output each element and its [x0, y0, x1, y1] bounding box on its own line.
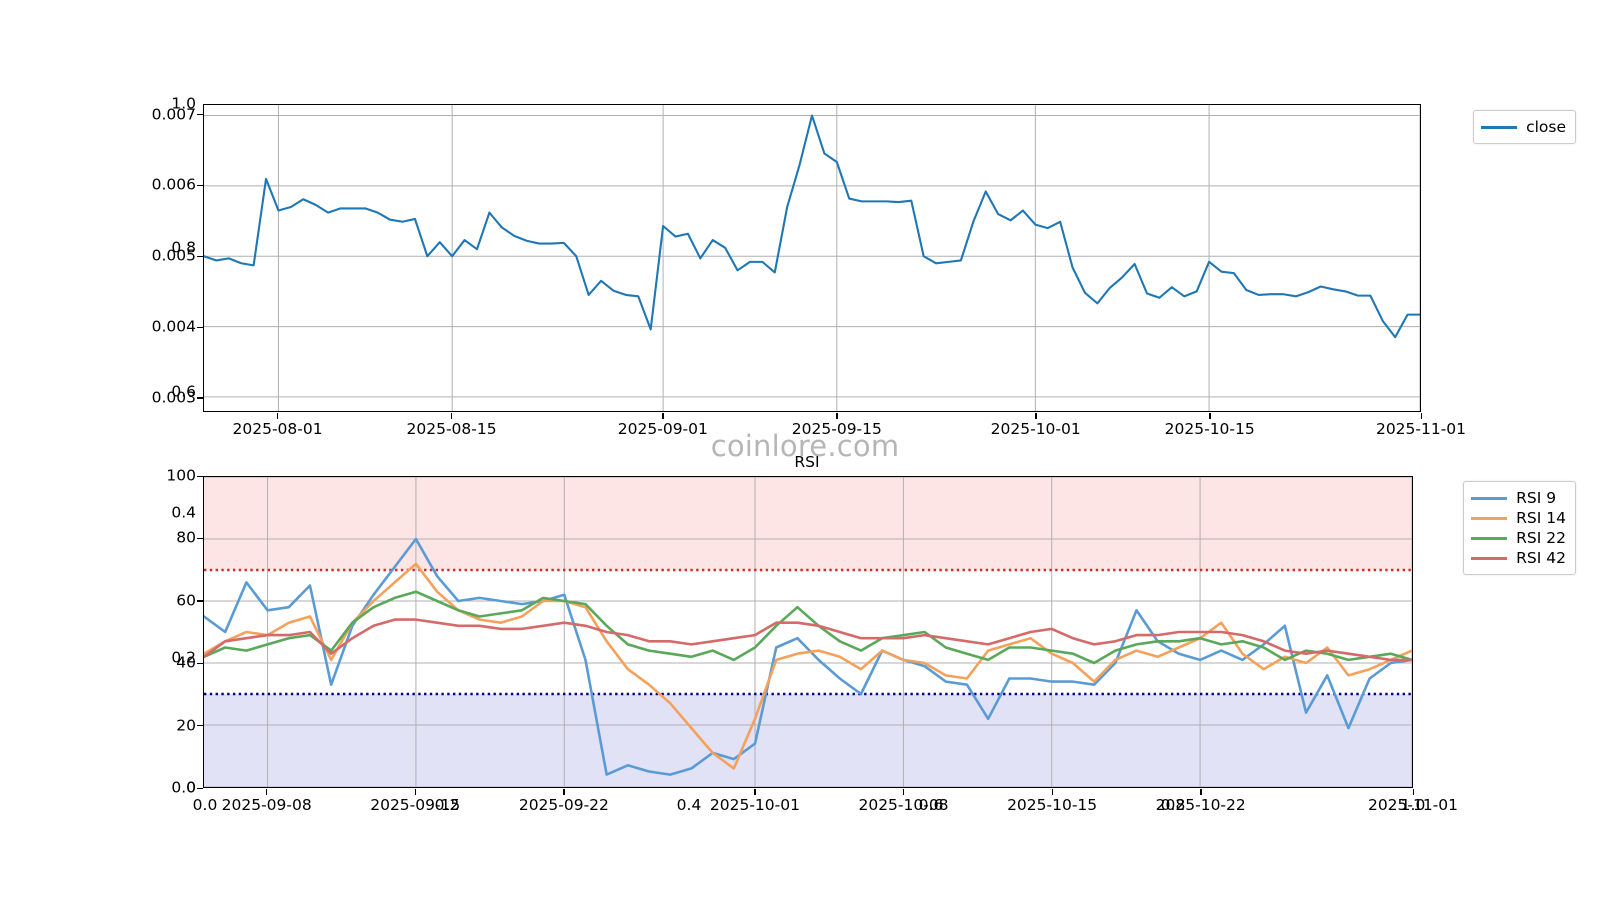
price-y-tick-label: 0.007	[151, 104, 196, 123]
legend-line-swatch-icon	[1471, 496, 1508, 500]
rsi-y-tick-mark	[197, 787, 203, 789]
rsi-x-tick-label: 2025-10-22	[1155, 796, 1246, 814]
rsi-x-tick-mark	[1412, 789, 1414, 795]
price-y-tick-label: 0.006	[151, 175, 196, 194]
rsi-y-tick-mark	[197, 537, 203, 540]
rsi-x-tick-mark	[1200, 789, 1202, 795]
legend-label: RSI 22	[1516, 529, 1566, 547]
price-x-tick-mark	[1035, 413, 1037, 419]
price-y-tick-label-secondary: 1.0	[171, 94, 196, 113]
rsi-x-tick-label: 2025-09-15	[370, 796, 461, 814]
rsi-threshold-lines	[204, 568, 1412, 696]
price-y-tick-mark	[197, 326, 203, 328]
rsi-y-tick-mark	[197, 600, 203, 602]
price-y-tick-label: 0.005	[151, 246, 196, 265]
rsi-x-tick-mark	[563, 789, 565, 795]
rsi-x-tick-label: 2025-11-01	[1367, 796, 1459, 814]
rsi-y-tick-label-secondary: 0.2	[171, 648, 196, 667]
rsi-x-tick-label-secondary: 0.2	[434, 796, 460, 814]
legend-line-swatch-icon	[1471, 536, 1508, 540]
price-x-tick-mark	[1209, 413, 1211, 419]
price-y-tick-label-secondary: 0.6	[171, 382, 196, 401]
rsi-y-tick-label: 0	[186, 778, 196, 797]
price-x-tick-label: 2025-10-01	[990, 420, 1081, 438]
legend-line-swatch-icon	[1471, 556, 1508, 560]
rsi-legend[interactable]: RSI 9 RSI 14 RSI 22 RSI 42	[1463, 481, 1576, 575]
price-y-tick-label: 0.004	[151, 317, 196, 336]
rsi-panel-title: RSI	[794, 453, 820, 471]
rsi-x-tick-label: 2025-10-01	[709, 796, 800, 814]
rsi-y-tick-label: 60	[176, 591, 196, 610]
price-gridlines	[204, 105, 1420, 411]
rsi-x-tick-label-secondary: 0.6	[918, 796, 944, 814]
price-x-tick-mark	[1420, 413, 1422, 419]
rsi-x-tick-label-secondary: 0.8	[1160, 796, 1186, 814]
rsi-y-tick-mark	[197, 475, 203, 477]
legend-item[interactable]: close	[1481, 117, 1566, 137]
watermark: coinlore.com	[710, 429, 900, 463]
rsi-x-tick-label-secondary: 0.4	[676, 796, 702, 814]
rsi-x-tick-label: 2025-09-08	[221, 796, 312, 814]
rsi-y-tick-label: 40	[176, 653, 196, 672]
rsi-series-lines	[204, 477, 1412, 787]
price-x-tick-label: 2025-09-01	[617, 420, 708, 438]
rsi-y-tick-mark	[197, 725, 203, 727]
price-y-tick-mark	[197, 397, 203, 399]
rsi-x-tick-label-secondary: 1.0	[1400, 796, 1426, 814]
price-x-tick-label: 2025-08-15	[406, 420, 497, 438]
price-y-tick-mark	[197, 255, 203, 258]
price-y-tick-label-secondary: 0.8	[171, 238, 196, 257]
rsi-x-tick-mark	[903, 789, 905, 795]
legend-line-swatch-icon	[1471, 516, 1508, 520]
legend-label: close	[1526, 118, 1566, 136]
rsi-x-tick-label: 2025-10-15	[1007, 796, 1098, 814]
rsi-y-tick-label: 80	[176, 528, 196, 547]
rsi-y-tick-label: 100	[166, 466, 196, 485]
price-x-tick-label: 2025-11-01	[1375, 420, 1467, 438]
rsi-y-tick-mark	[197, 662, 203, 664]
legend-item[interactable]: RSI 42	[1471, 548, 1566, 568]
rsi-x-tick-mark	[1051, 789, 1053, 795]
legend-item[interactable]: RSI 14	[1471, 508, 1566, 528]
price-series-lines	[204, 105, 1420, 411]
legend-line-swatch-icon	[1481, 125, 1518, 129]
rsi-threshold-bands	[204, 477, 1412, 787]
price-x-tick-mark	[277, 413, 279, 419]
rsi-x-tick-mark	[266, 789, 268, 795]
price-x-tick-mark	[451, 413, 453, 419]
rsi-y-tick-label: 20	[176, 715, 196, 734]
rsi-x-tick-label: 2025-10-08	[858, 796, 949, 814]
rsi-x-tick-label-secondary: 0.0	[192, 796, 218, 814]
legend-label: RSI 42	[1516, 549, 1566, 567]
legend-item[interactable]: RSI 9	[1471, 488, 1566, 508]
price-y-tick-mark	[197, 114, 203, 116]
price-x-tick-label: 2025-09-15	[791, 420, 882, 438]
rsi-x-tick-label: 2025-09-22	[518, 796, 609, 814]
rsi-chart-axes	[203, 476, 1413, 788]
legend-label: RSI 14	[1516, 509, 1566, 527]
price-y-tick-mark	[197, 184, 203, 187]
legend-label: RSI 9	[1516, 489, 1557, 507]
rsi-x-tick-mark	[414, 789, 417, 795]
price-x-tick-mark	[836, 413, 838, 419]
legend-item[interactable]: RSI 22	[1471, 528, 1566, 548]
price-chart-axes	[203, 104, 1421, 412]
price-legend[interactable]: close	[1473, 110, 1576, 144]
rsi-y-tick-label-secondary: 0.4	[171, 503, 196, 522]
rsi-y-tick-label-secondary: 0.0	[171, 778, 196, 797]
price-x-tick-label: 2025-08-01	[232, 420, 323, 438]
price-y-tick-label: 0.003	[151, 388, 196, 407]
price-x-tick-mark	[662, 413, 664, 419]
price-x-tick-label: 2025-10-15	[1164, 420, 1255, 438]
rsi-x-tick-mark	[754, 789, 756, 795]
